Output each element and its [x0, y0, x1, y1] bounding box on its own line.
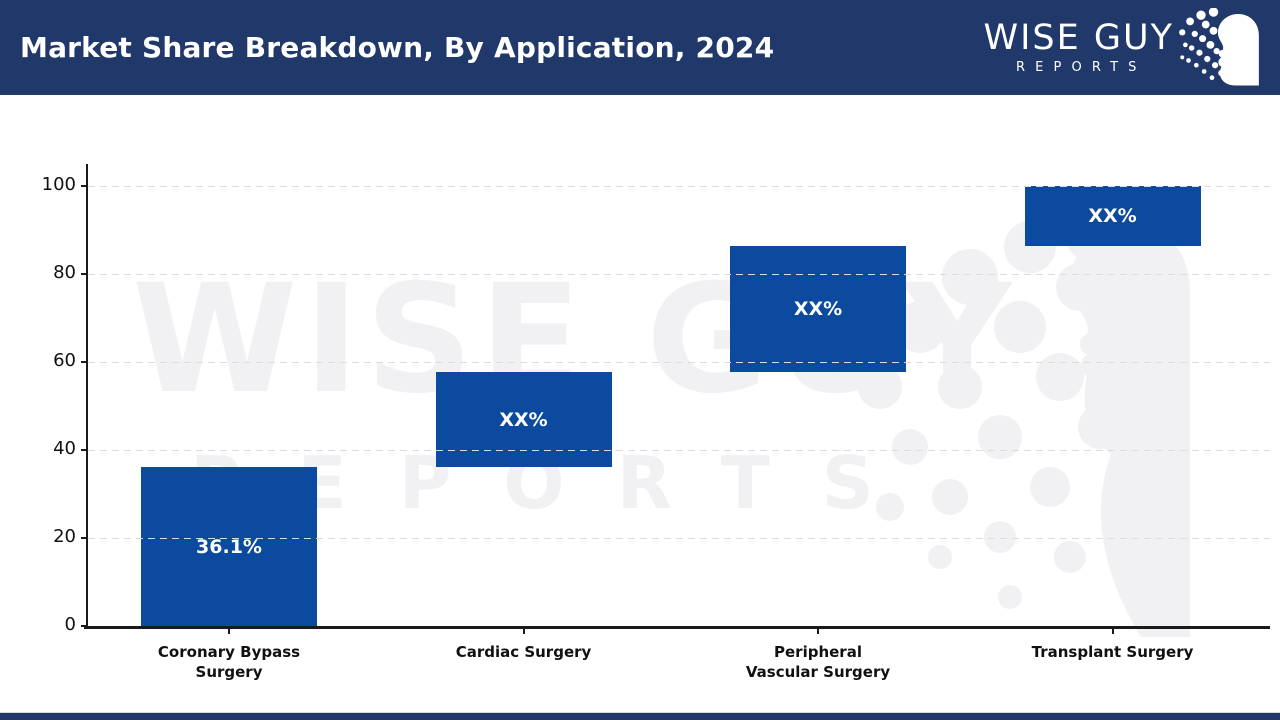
header-bar: Market Share Breakdown, By Application, …: [0, 0, 1280, 95]
x-axis-tick: [228, 629, 230, 634]
gridline: [88, 186, 1270, 187]
bar: 36.1%: [141, 467, 317, 626]
page-title: Market Share Breakdown, By Application, …: [20, 31, 775, 64]
bar: XX%: [435, 372, 612, 468]
wise-guy-reports-logo: WISE GUY REPORTS: [983, 8, 1262, 88]
bar-value-label: XX%: [1088, 204, 1137, 227]
bar: XX%: [1024, 186, 1201, 246]
bar-value-label: XX%: [499, 408, 548, 431]
y-tick-label: 40: [53, 438, 76, 459]
y-tick-label: 100: [41, 174, 76, 195]
x-axis-line: [84, 626, 1270, 629]
logo-subtitle: REPORTS: [1015, 60, 1147, 75]
x-category-label: Transplant Surgery: [1031, 643, 1194, 661]
bar-value-label: XX%: [793, 297, 843, 320]
y-tick-label: 60: [53, 350, 76, 371]
logo-head-icon: [1179, 8, 1259, 86]
y-tick-label: 20: [53, 526, 76, 547]
y-axis-tick: [81, 449, 87, 451]
x-category-label: Coronary Bypass Surgery: [157, 643, 301, 681]
gridline: [88, 274, 1270, 275]
y-axis-line: [86, 164, 88, 629]
x-axis-tick: [522, 629, 525, 634]
bar-value-label: 36.1%: [196, 535, 262, 558]
y-axis-tick: [81, 625, 87, 627]
y-axis-tick: [81, 273, 87, 275]
x-axis-tick: [817, 629, 819, 634]
gridline: [88, 362, 1270, 363]
x-axis-tick: [1111, 629, 1114, 634]
footer-bar: [0, 712, 1280, 720]
logo-wordmark: WISE GUY: [983, 18, 1174, 58]
chart-canvas: WISE GUY REPORTS 0 20 40 60 80 100 36.1% C: [0, 95, 1280, 712]
gridline: [88, 450, 1270, 451]
bar: XX%: [730, 245, 906, 373]
y-tick-label: 0: [64, 614, 76, 635]
logo-text: WISE GUY REPORTS: [983, 18, 1174, 76]
x-category-label: Cardiac Surgery: [455, 643, 592, 661]
y-axis-tick: [81, 361, 87, 363]
y-axis-tick: [81, 537, 87, 539]
y-tick-label: 80: [53, 262, 76, 283]
gridline: [88, 538, 1270, 539]
y-axis-tick: [81, 185, 87, 187]
plot-area: 0 20 40 60 80 100 36.1% Coronary Bypass Surgery…: [0, 95, 1280, 712]
x-category-label: Peripheral Vascular Surgery: [745, 643, 891, 681]
